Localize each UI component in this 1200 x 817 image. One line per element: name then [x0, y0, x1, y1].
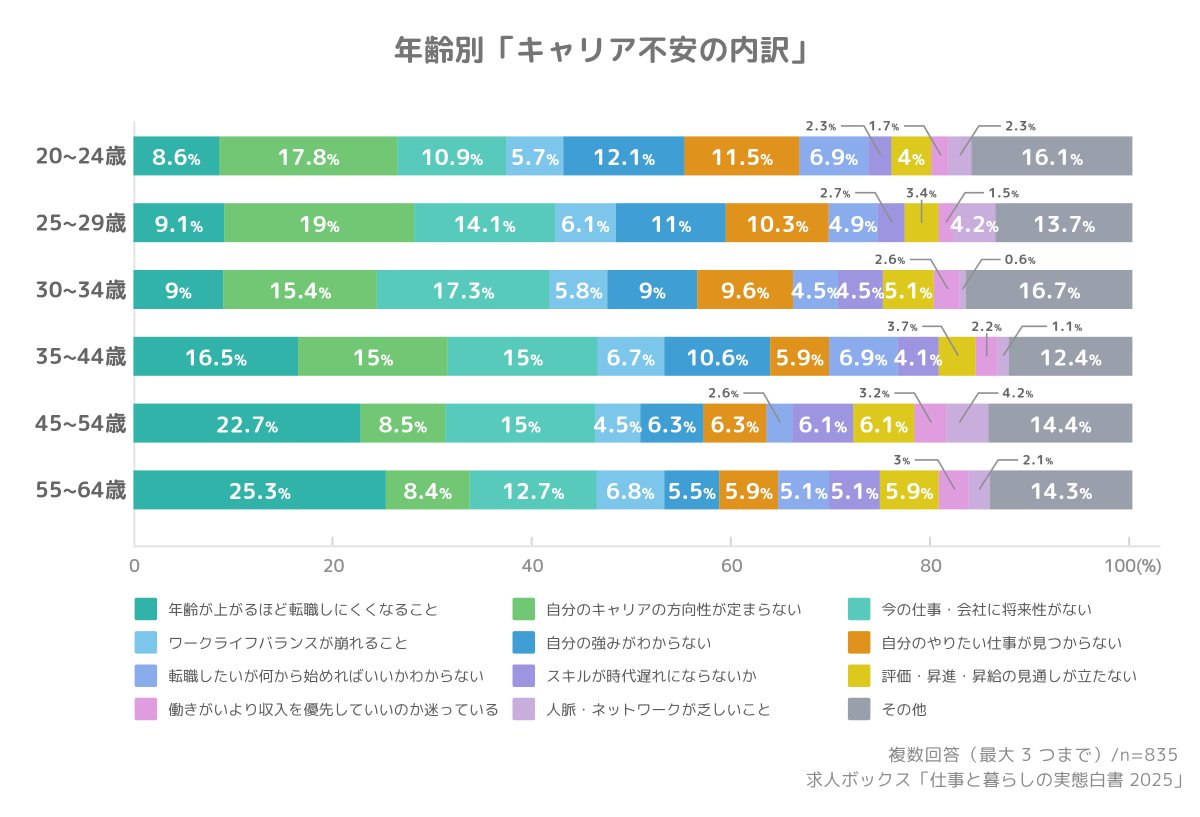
svg-text:3%: 3% [893, 452, 911, 470]
svg-text:40: 40 [522, 553, 544, 578]
svg-text:60: 60 [721, 553, 743, 578]
svg-text:働きがいより収入を優先していいのか迷っている: 働きがいより収入を優先していいのか迷っている [168, 699, 499, 720]
svg-text:4%: 4% [898, 142, 925, 173]
svg-text:4.5%: 4.5% [836, 276, 885, 307]
svg-text:25.3%: 25.3% [228, 476, 291, 507]
svg-text:1.1%: 1.1% [1051, 318, 1083, 336]
svg-text:自分のやりたい仕事が見つからない: 自分のやりたい仕事が見つからない [881, 632, 1122, 653]
svg-text:転職したいが何から始めればいいかわからない: 転職したいが何から始めればいいかわからない [168, 666, 484, 687]
svg-text:年齢別「キャリア不安の内訳」: 年齢別「キャリア不安の内訳」 [394, 29, 821, 71]
svg-text:3.2%: 3.2% [859, 385, 891, 403]
svg-text:3.4%: 3.4% [906, 184, 938, 202]
svg-text:35~44歳: 35~44歳 [35, 341, 127, 371]
svg-text:2.2%: 2.2% [971, 318, 1003, 336]
svg-text:17.3%: 17.3% [432, 276, 495, 307]
svg-text:1.5%: 1.5% [988, 184, 1020, 202]
svg-text:2.1%: 2.1% [1022, 452, 1054, 470]
svg-text:1.7%: 1.7% [868, 118, 900, 136]
svg-text:100(%): 100(%) [1104, 553, 1162, 578]
svg-text:10.3%: 10.3% [746, 209, 809, 240]
svg-text:2.3%: 2.3% [805, 118, 837, 136]
svg-text:年齢が上がるほど転職しにくくなること: 年齢が上がるほど転職しにくくなること [168, 599, 439, 620]
svg-text:25~29歳: 25~29歳 [35, 208, 127, 238]
svg-text:2.6%: 2.6% [874, 251, 906, 269]
svg-text:16.5%: 16.5% [184, 343, 247, 374]
svg-text:0: 0 [129, 553, 140, 578]
svg-text:評価・昇進・昇給の見通しが立たない: 評価・昇進・昇給の見通しが立たない [881, 666, 1137, 687]
svg-text:6.3%: 6.3% [648, 409, 697, 440]
svg-text:ワークライフバランスが崩れること: ワークライフバランスが崩れること [168, 632, 409, 653]
svg-text:2.3%: 2.3% [1005, 118, 1037, 136]
svg-text:2.7%: 2.7% [819, 184, 851, 202]
svg-text:0.6%: 0.6% [1005, 251, 1037, 269]
svg-text:複数回答（最大 3 つまで）/n=835: 複数回答（最大 3 つまで）/n=835 [888, 742, 1179, 767]
svg-text:30~34歳: 30~34歳 [35, 274, 127, 304]
svg-text:スキルが時代遅れにならないか: スキルが時代遅れにならないか [546, 666, 757, 687]
svg-text:4.2%: 4.2% [1002, 385, 1034, 403]
svg-text:45~54歳: 45~54歳 [35, 408, 127, 438]
svg-text:求人ボックス「仕事と暮らしの実態白書 2025」: 求人ボックス「仕事と暮らしの実態白書 2025」 [806, 767, 1191, 792]
svg-text:20: 20 [323, 553, 345, 578]
svg-text:15%: 15% [352, 343, 393, 374]
svg-text:6.7%: 6.7% [607, 343, 656, 374]
svg-text:自分のキャリアの方向性が定まらない: 自分のキャリアの方向性が定まらない [546, 599, 802, 620]
svg-text:20~24歳: 20~24歳 [35, 141, 127, 171]
svg-text:2.6%: 2.6% [708, 385, 740, 403]
svg-text:3.7%: 3.7% [887, 318, 919, 336]
svg-text:今の仕事・会社に将来性がない: 今の仕事・会社に将来性がない [881, 599, 1092, 620]
svg-text:5.1%: 5.1% [830, 476, 879, 507]
svg-text:80: 80 [920, 553, 942, 578]
svg-text:5.7%: 5.7% [511, 142, 560, 173]
svg-text:自分の強みがわからない: 自分の強みがわからない [546, 632, 712, 653]
svg-text:その他: その他 [881, 699, 926, 720]
svg-text:人脈・ネットワークが乏しいこと: 人脈・ネットワークが乏しいこと [546, 699, 772, 720]
svg-text:55~64歳: 55~64歳 [35, 475, 127, 505]
